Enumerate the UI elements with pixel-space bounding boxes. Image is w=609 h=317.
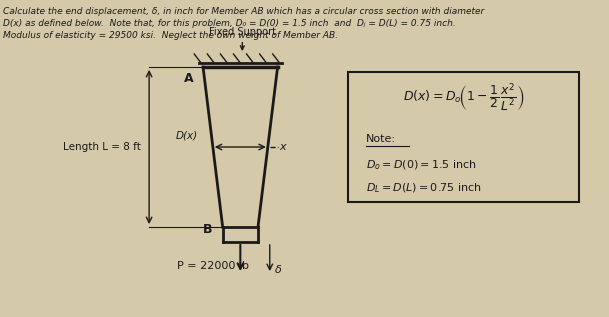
Text: B: B xyxy=(203,223,213,236)
Text: Calculate the end displacement, δ, in inch for Member AB which has a circular cr: Calculate the end displacement, δ, in in… xyxy=(3,7,484,16)
Text: Note:: Note: xyxy=(366,134,396,144)
Text: P = 22000 lb: P = 22000 lb xyxy=(177,261,248,271)
Text: Modulus of elasticity = 29500 ksi.  Neglect the own weight of Member AB.: Modulus of elasticity = 29500 ksi. Negle… xyxy=(3,31,338,40)
Text: D(x): D(x) xyxy=(176,130,198,140)
Text: $D_o = D(0) = 1.5\ \mathrm{inch}$: $D_o = D(0) = 1.5\ \mathrm{inch}$ xyxy=(366,158,477,172)
Text: x: x xyxy=(280,142,286,152)
Text: δ: δ xyxy=(275,265,281,275)
Text: $D(x) = D_o\!\left(1 - \dfrac{1}{2}\,\dfrac{x^2}{L^2}\right)$: $D(x) = D_o\!\left(1 - \dfrac{1}{2}\,\df… xyxy=(403,81,524,113)
Text: D(x) as defined below.  Note that, for this problem, D₀ = D(0) = 1.5 inch  and  : D(x) as defined below. Note that, for th… xyxy=(3,19,456,28)
Text: Length L = 8 ft: Length L = 8 ft xyxy=(63,142,141,152)
Text: $D_L = D(L) = 0.75\ \mathrm{inch}$: $D_L = D(L) = 0.75\ \mathrm{inch}$ xyxy=(366,181,482,195)
Text: A: A xyxy=(184,72,193,85)
Text: Fixed Support: Fixed Support xyxy=(209,27,276,50)
Bar xyxy=(348,72,579,202)
